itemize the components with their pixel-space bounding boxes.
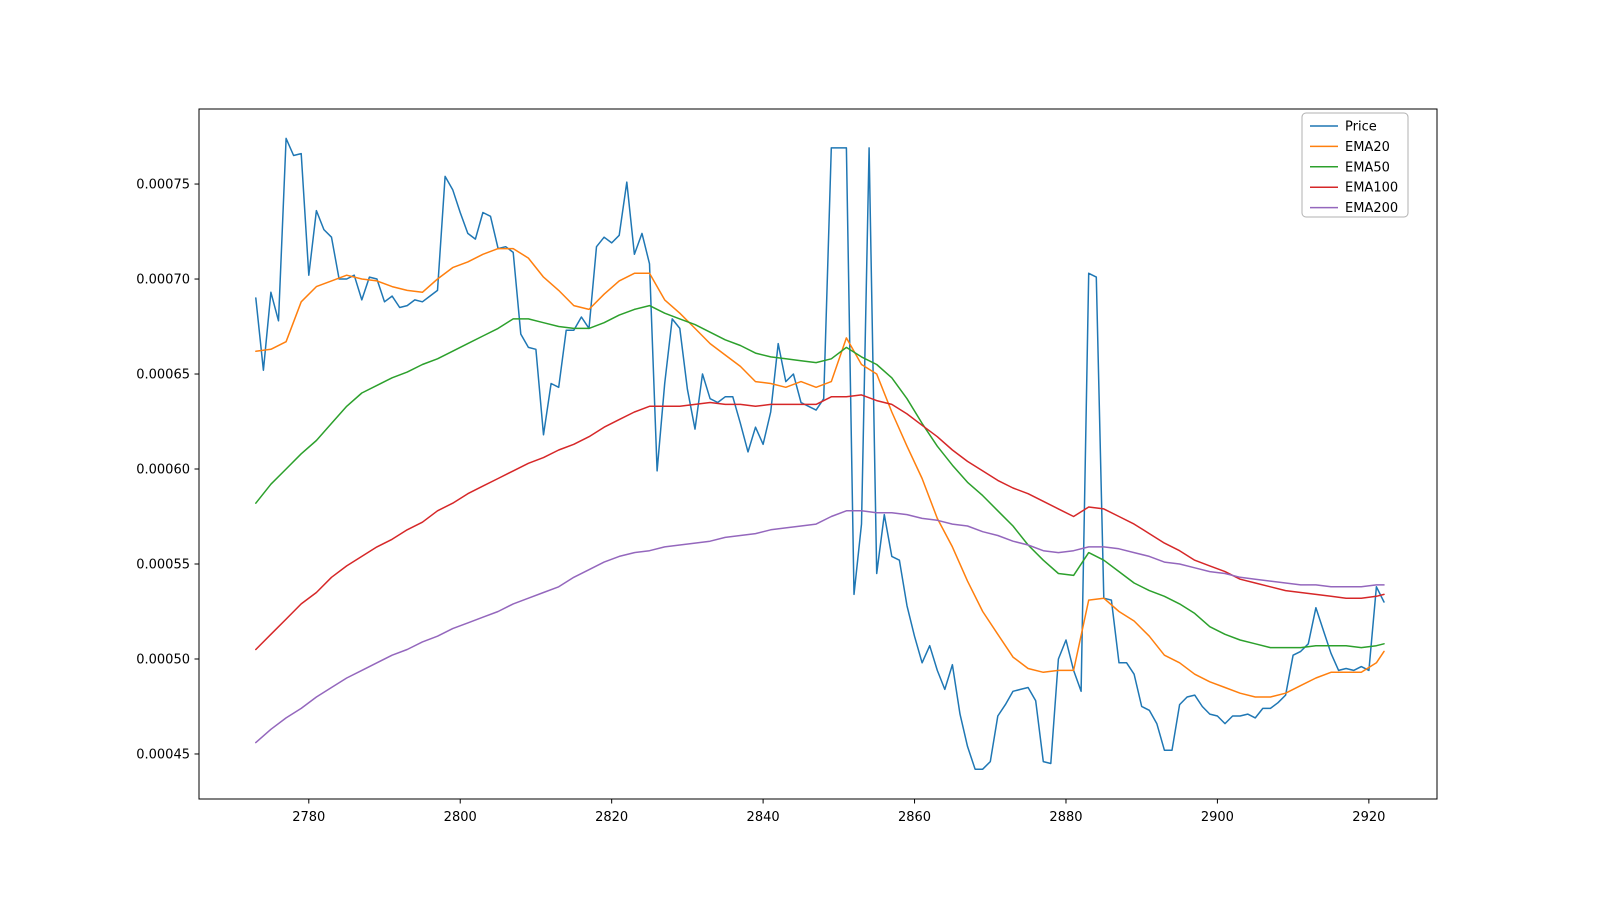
x-tick-label: 2800 bbox=[444, 810, 477, 825]
x-tick-label: 2780 bbox=[292, 810, 325, 825]
y-tick-label: 0.00075 bbox=[136, 178, 190, 193]
axes-spines bbox=[198, 108, 1438, 800]
series-line-ema50 bbox=[255, 304, 1385, 649]
y-tick-label: 0.00050 bbox=[136, 652, 190, 667]
y-tick-label: 0.00055 bbox=[136, 557, 190, 572]
x-tick-label: 2920 bbox=[1352, 810, 1385, 825]
x-tick-label: 2900 bbox=[1201, 810, 1234, 825]
legend-label-price: Price bbox=[1345, 120, 1377, 135]
series-line-ema100 bbox=[255, 394, 1385, 651]
x-tick-label: 2840 bbox=[747, 810, 780, 825]
y-tick-label: 0.00045 bbox=[136, 747, 190, 762]
x-tick-label: 2860 bbox=[898, 810, 931, 825]
y-tick-label: 0.00060 bbox=[136, 463, 190, 478]
legend: Price EMA20 EMA50 EMA100 EMA200 bbox=[1301, 112, 1409, 218]
legend-label-ema20: EMA20 bbox=[1345, 140, 1390, 155]
series-line-price bbox=[255, 137, 1385, 770]
series-line-ema200 bbox=[255, 510, 1385, 744]
y-tick-label: 0.00070 bbox=[136, 273, 190, 288]
y-tick-label: 0.00065 bbox=[136, 368, 190, 383]
legend-label-ema200: EMA200 bbox=[1345, 201, 1398, 216]
legend-label-ema100: EMA100 bbox=[1345, 181, 1398, 196]
x-tick-label: 2880 bbox=[1049, 810, 1082, 825]
series-line-ema20 bbox=[255, 247, 1385, 698]
legend-label-ema50: EMA50 bbox=[1345, 160, 1390, 175]
legend-box bbox=[1301, 112, 1409, 218]
x-tick-label: 2820 bbox=[595, 810, 628, 825]
